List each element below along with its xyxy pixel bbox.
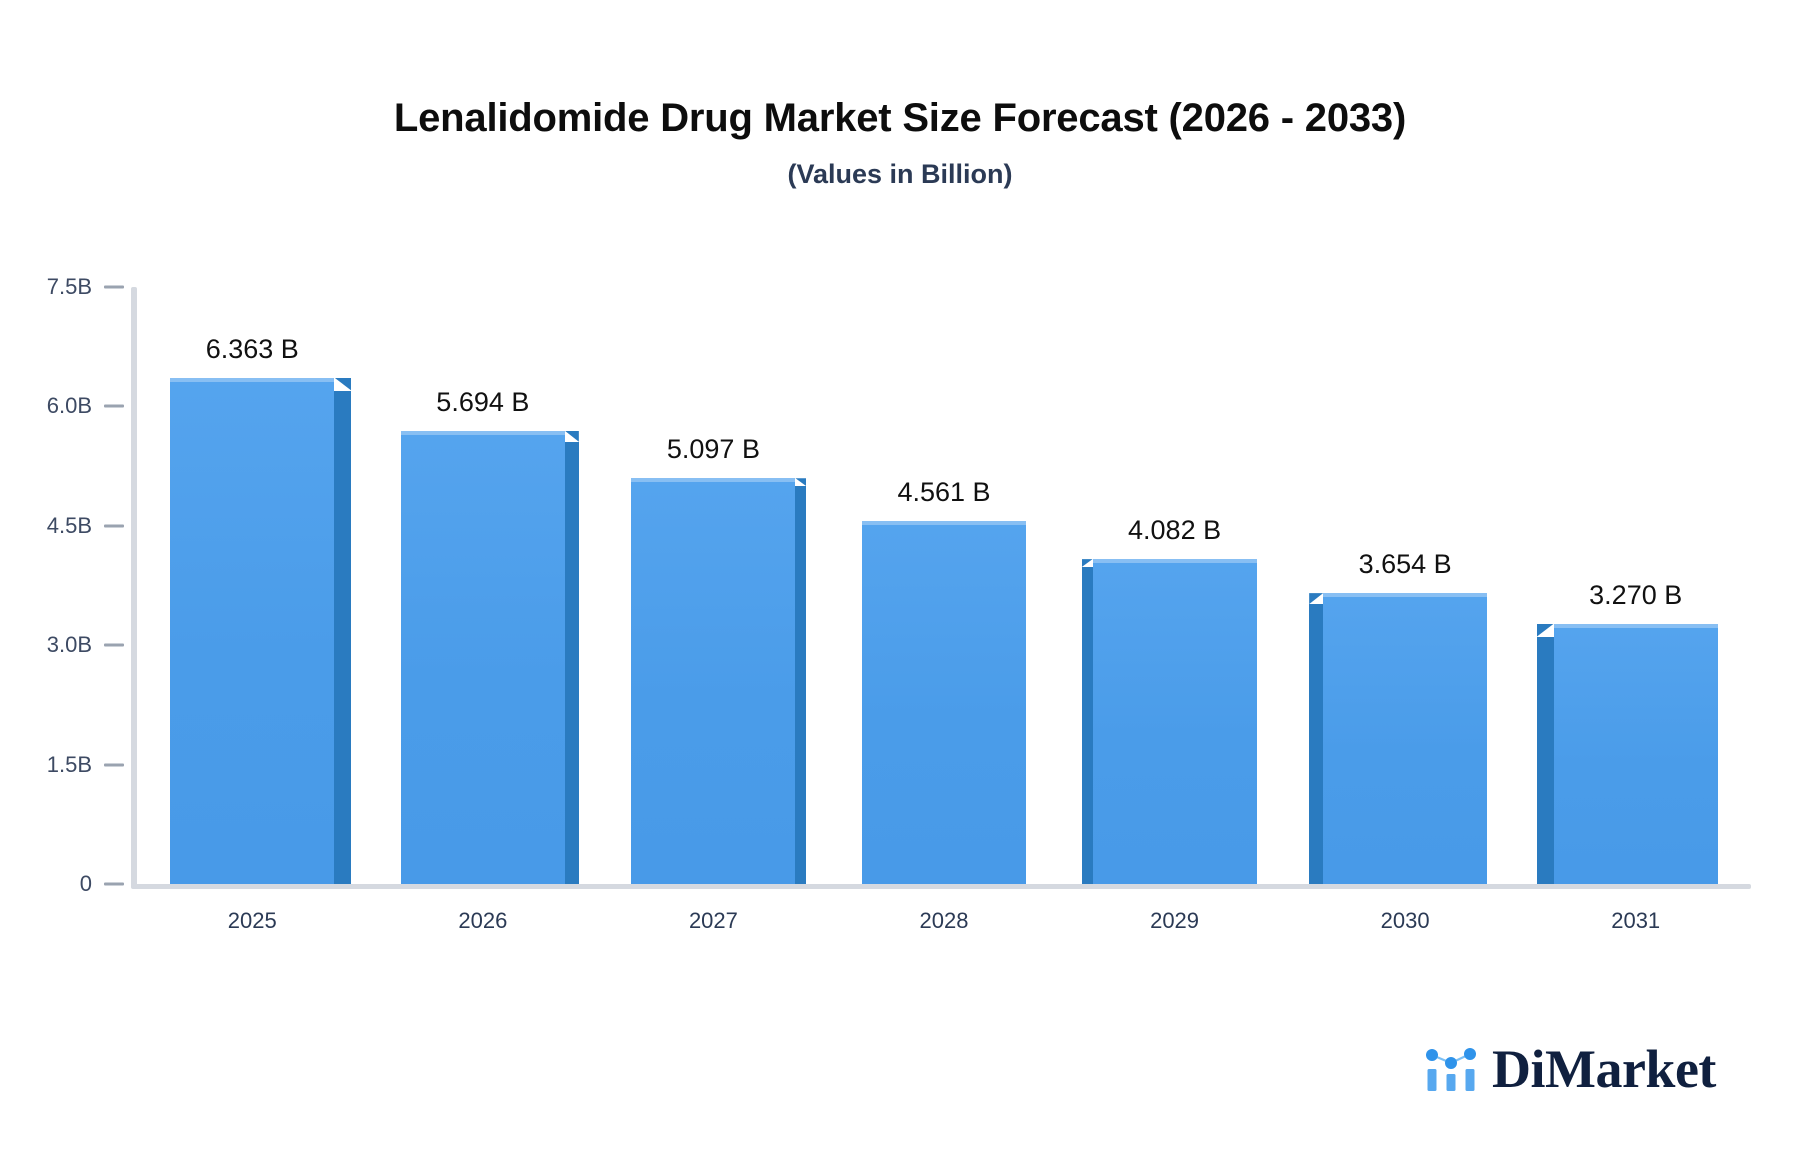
x-axis-label: 2025 [227,908,277,933]
y-axis-tick-label: 4.5B [46,512,92,538]
bar[interactable]: 5.097 B [631,434,807,884]
bar-value-label: 5.097 B [666,434,760,465]
x-axis-label: 2028 [919,908,969,933]
bar[interactable]: 3.270 B [1536,580,1718,884]
bar-face [862,520,1026,884]
bar-highlight [400,430,565,435]
bar-highlight [1092,559,1257,564]
bar-side-panel [1081,567,1093,884]
y-axis-tick-label: 1.5B [46,751,92,777]
bar-value-label: 5.694 B [436,386,530,417]
bar-face [1092,559,1257,884]
bar-side-panel [564,441,579,884]
bar-value-label: 4.082 B [1128,515,1222,546]
bar-side-cap [1309,593,1324,605]
bar-face [631,478,796,884]
bar-side-cap [334,377,352,391]
x-axis-label: 2030 [1380,908,1430,933]
y-axis-tick-mark [104,643,124,647]
bar-side-panel [1536,636,1554,884]
bar-face [170,377,335,884]
bar-highlight [631,478,796,483]
y-axis-tick-mark [104,524,124,528]
y-axis-tick-mark [104,285,124,289]
bar-face [1553,623,1718,884]
bar[interactable]: 5.694 B [400,387,579,884]
x-axis-label: 2027 [688,908,738,933]
bar-highlight [1323,593,1488,598]
title-block: Lenalidomide Drug Market Size Forecast (… [0,96,1800,190]
bar-value-label: 3.654 B [1358,549,1452,580]
y-axis-tick-mark [104,882,124,886]
bar-side-panel [334,390,352,884]
bar[interactable]: 3.654 B [1309,549,1488,884]
bar-highlight [170,377,335,382]
y-axis-tick-label: 0 [79,871,92,896]
y-axis-tick-mark [104,763,124,767]
bar[interactable]: 6.363 B [170,334,352,884]
bar-face [400,430,565,884]
bar-side-cap [795,478,807,487]
bar-value-label: 3.270 B [1589,579,1683,610]
y-axis-line [131,287,137,887]
bar-side-cap [564,430,579,442]
bar-side-cap [1536,623,1554,637]
bar-face [1323,593,1488,884]
y-axis-tick-mark [104,404,124,408]
dimarket-logo: DiMarket [1424,1042,1716,1096]
bar-side-panel [795,486,807,884]
logo-wordmark: DiMarket [1492,1039,1716,1099]
y-axis-tick-label: 3.0B [46,632,92,658]
bar-highlight [1553,623,1718,628]
bar-highlight [862,520,1026,525]
x-axis-label: 2026 [458,908,508,933]
x-axis-label: 2029 [1150,908,1200,933]
bar-side-panel [1309,604,1324,884]
y-axis-tick-label: 7.5B [46,274,92,299]
bar[interactable]: 4.561 B [862,477,1026,884]
x-axis-line [131,884,1751,889]
bar-value-label: 4.561 B [897,476,991,507]
bar[interactable]: 4.082 B [1081,515,1257,884]
bar-side-cap [1081,559,1093,568]
y-axis-tick-label: 6.0B [46,393,92,419]
chart-subtitle: (Values in Billion) [787,159,1013,189]
page-title: Lenalidomide Drug Market Size Forecast (… [393,96,1407,140]
bar-chart-dots-icon [1426,1048,1476,1091]
x-axis-label: 2031 [1611,908,1661,933]
bar-value-label: 6.363 B [205,333,299,364]
